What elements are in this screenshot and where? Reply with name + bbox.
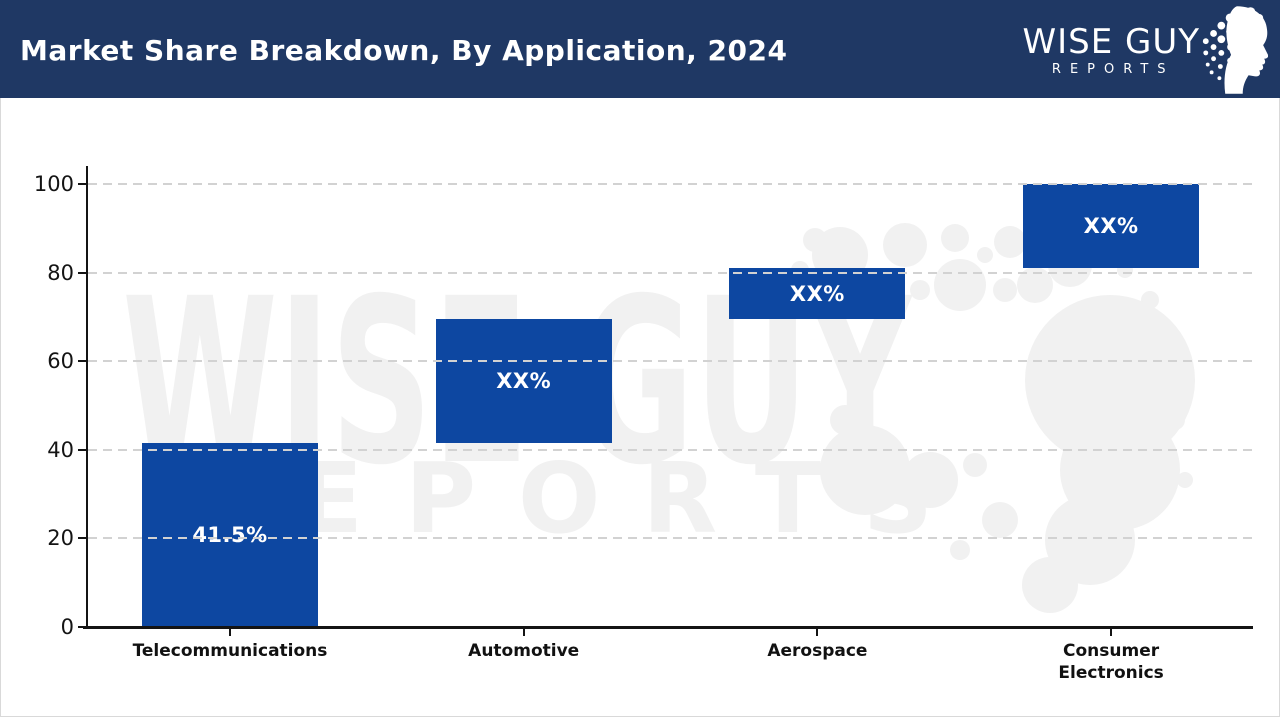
x-tick-mark [522, 629, 525, 636]
bar-value-label: XX% [1083, 214, 1139, 239]
watermark-dot [883, 223, 927, 267]
y-tick-mark [78, 360, 86, 363]
logo-subtitle: REPORTS [1051, 62, 1175, 77]
bar-automotive: XX% [435, 319, 612, 444]
watermark-dot [830, 405, 860, 435]
watermark-dot [994, 226, 1026, 258]
watermark-dot [1177, 472, 1193, 488]
watermark-dot [902, 452, 958, 508]
watermark-dot [934, 259, 986, 311]
y-tick-mark [78, 448, 86, 451]
watermark-dot [820, 425, 910, 515]
watermark-dot [977, 247, 993, 263]
logo-wordmark: WISE GUY [1022, 22, 1200, 62]
y-tick-mark [78, 537, 86, 540]
x-tick-label-consumer-electronics: Consumer Electronics [1058, 641, 1164, 683]
watermark-dot [982, 502, 1018, 538]
x-tick-label-telecommunications: Telecommunications [132, 641, 328, 661]
bar-consumer-electronics: XX% [1023, 184, 1200, 269]
y-tick-label: 40 [47, 437, 74, 462]
bar-telecommunications: 41.5% [142, 443, 318, 627]
y-tick-label: 0 [60, 615, 74, 639]
header-bar: Market Share Breakdown, By Application, … [0, 0, 1280, 98]
x-tick-mark [1110, 629, 1113, 636]
wiseguy-logo-text: WISE GUY REPORTS [1022, 24, 1200, 78]
watermark-dot [910, 280, 930, 300]
x-tick-mark [229, 629, 231, 636]
chart-title: Market Share Breakdown, By Application, … [20, 34, 788, 67]
y-tick-label: 20 [47, 526, 74, 551]
y-axis-spine [86, 166, 88, 629]
watermark-dot [941, 224, 969, 252]
y-tick-mark [78, 271, 86, 274]
x-tick-label-automotive: Automotive [468, 641, 580, 661]
y-tick-label: 60 [47, 349, 74, 374]
bar-value-label: XX% [789, 281, 845, 306]
bar-value-label: 41.5% [192, 523, 268, 548]
x-tick-label-aerospace: Aerospace [767, 641, 868, 661]
x-tick-mark [816, 629, 819, 636]
watermark-dot [963, 453, 987, 477]
bar-aerospace: XX% [729, 268, 906, 320]
wiseguy-logo: WISE GUY REPORTS [1018, 0, 1268, 98]
wiseguy-head-icon [1202, 6, 1268, 94]
watermark-dot [1017, 267, 1053, 303]
x-axis-spine [83, 626, 1253, 629]
watermark-dot [1022, 557, 1078, 613]
y-tick-label: 80 [47, 260, 74, 285]
y-tick-mark [78, 626, 86, 628]
y-tick-mark [78, 183, 86, 185]
watermark-dot [950, 540, 970, 560]
watermark-dot [1165, 410, 1185, 430]
watermark-dot [993, 278, 1017, 302]
bar-value-label: XX% [496, 369, 552, 394]
y-tick-label: 100 [33, 172, 74, 196]
